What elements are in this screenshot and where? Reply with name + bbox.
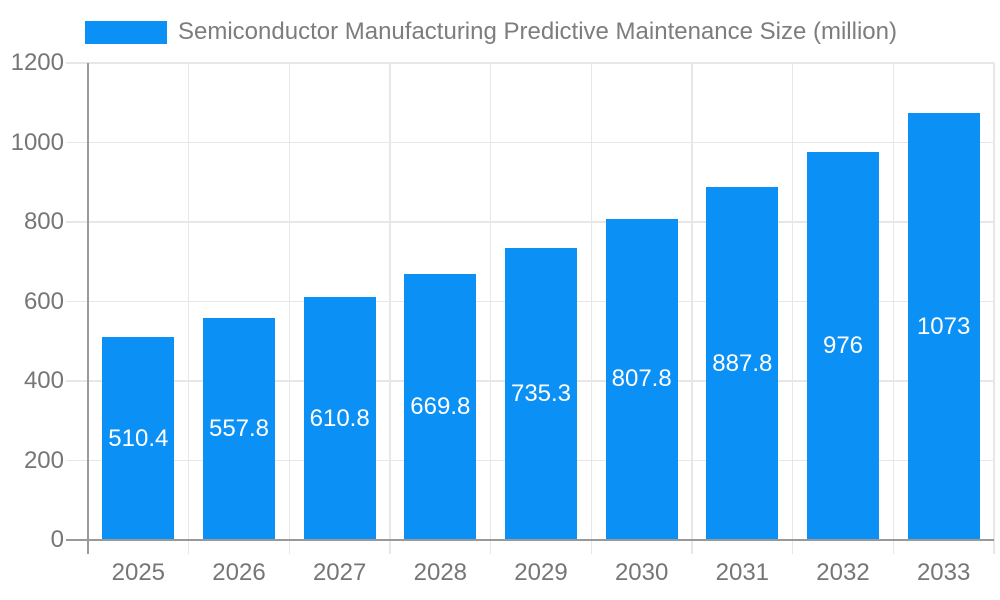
gridline-v-6 (691, 63, 693, 554)
y-tick-label-1000: 1000 (10, 128, 64, 156)
bar-2031: 887.8 (706, 187, 779, 540)
x-tick-label-2026: 2026 (212, 559, 266, 586)
x-tick-label-2031: 2031 (715, 559, 770, 586)
y-tick-label-200: 200 (23, 446, 64, 474)
gridline-v-2 (288, 63, 291, 554)
bar-value-label-2025: 510.4 (108, 424, 169, 452)
gridline-v-8 (892, 63, 895, 554)
gridline-h-1000 (66, 141, 994, 144)
x-tick-label-2027: 2027 (312, 559, 367, 586)
gridline-h-1200 (66, 62, 994, 64)
y-tick-label-800: 800 (23, 208, 64, 235)
x-tick-label-2033: 2033 (916, 559, 971, 586)
bar-value-label-2032: 976 (822, 332, 864, 359)
x-tick-label-2028: 2028 (413, 559, 468, 586)
bar-value-label-2031: 887.8 (712, 349, 773, 377)
x-tick-label-2025: 2025 (111, 559, 166, 586)
x-tick-label-2030: 2030 (614, 559, 669, 586)
bar-2032: 976 (807, 152, 879, 540)
legend-item[interactable]: Semiconductor Manufacturing Predictive M… (85, 18, 897, 46)
gridline-v-5 (590, 63, 593, 554)
gridline-h-800 (66, 221, 994, 223)
bar-value-label-2027: 610.8 (309, 404, 370, 432)
y-tick-label-0: 0 (50, 526, 64, 553)
y-axis-line (87, 63, 89, 554)
bar-value-label-2026: 557.8 (208, 415, 270, 443)
gridline-v-3 (389, 63, 391, 554)
gridline-v-7 (791, 63, 794, 554)
gridline-v-1 (187, 63, 190, 554)
y-tick-label-400: 400 (23, 367, 64, 394)
bar-2033: 1073 (907, 113, 980, 540)
bar-value-label-2028: 669.8 (410, 392, 471, 420)
gridline-v-4 (489, 63, 492, 554)
bar-value-label-2029: 735.3 (510, 379, 572, 407)
y-tick-label-1200: 1200 (10, 49, 64, 76)
bar-2030: 807.8 (605, 218, 678, 540)
bar-2028: 669.8 (404, 273, 477, 540)
gridline-v-9 (993, 63, 995, 554)
y-tick-label-600: 600 (23, 287, 64, 315)
bar-2029: 735.3 (505, 247, 577, 540)
bar-2025: 510.4 (102, 337, 175, 540)
bar-value-label-2030: 807.8 (611, 365, 672, 393)
legend-swatch (85, 20, 167, 44)
bar-2026: 557.8 (203, 318, 275, 540)
x-axis-line (66, 539, 994, 541)
bar-2027: 610.8 (303, 297, 376, 540)
x-tick-label-2029: 2029 (514, 559, 568, 586)
x-tick-label-2032: 2032 (816, 559, 870, 586)
bar-value-label-2033: 1073 (916, 312, 971, 340)
legend-label: Semiconductor Manufacturing Predictive M… (178, 18, 897, 45)
